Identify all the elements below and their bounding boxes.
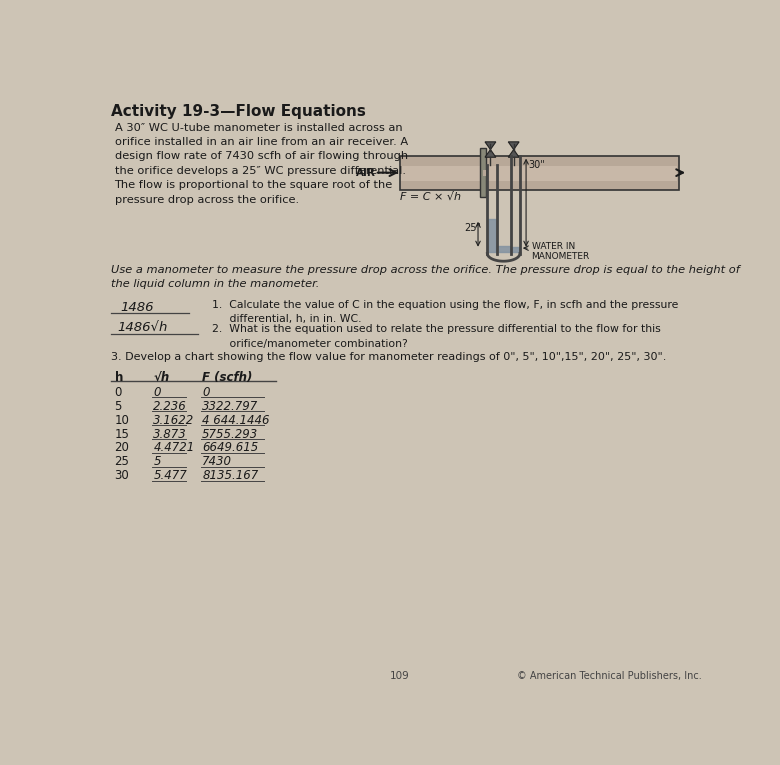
Text: 1486: 1486 <box>121 301 154 314</box>
Text: 0: 0 <box>154 386 161 399</box>
Text: h: h <box>115 370 123 383</box>
Bar <box>401 166 677 181</box>
Text: F = C × √h: F = C × √h <box>399 192 461 202</box>
Text: 30: 30 <box>115 469 129 482</box>
Polygon shape <box>485 149 496 158</box>
Text: 25": 25" <box>464 223 481 233</box>
Text: Activity 19-3—Flow Equations: Activity 19-3—Flow Equations <box>112 104 367 119</box>
Text: 0: 0 <box>202 386 210 399</box>
Text: 7430: 7430 <box>202 455 232 468</box>
Bar <box>484 170 486 176</box>
Text: 4.4721: 4.4721 <box>154 441 194 454</box>
Polygon shape <box>509 142 519 149</box>
Polygon shape <box>485 142 496 149</box>
Text: 25: 25 <box>115 455 129 468</box>
Text: 0: 0 <box>115 386 122 399</box>
Text: 10: 10 <box>115 414 129 427</box>
Text: 3.1622: 3.1622 <box>154 414 194 427</box>
Text: 30": 30" <box>528 160 545 170</box>
Text: 2.236: 2.236 <box>154 400 187 413</box>
Text: F (scfh): F (scfh) <box>202 370 253 383</box>
Text: 5: 5 <box>115 400 122 413</box>
Text: 15: 15 <box>115 428 129 441</box>
Text: √h: √h <box>154 370 169 383</box>
Text: 3.873: 3.873 <box>154 428 187 441</box>
Text: 4 644.1446: 4 644.1446 <box>202 414 270 427</box>
Text: AIR: AIR <box>356 168 376 178</box>
Text: 8135.167: 8135.167 <box>202 469 258 482</box>
Text: WATER IN
MANOMETER: WATER IN MANOMETER <box>531 242 590 262</box>
Text: 5755.293: 5755.293 <box>202 428 258 441</box>
Polygon shape <box>509 149 519 158</box>
Text: 1486√h: 1486√h <box>117 321 167 334</box>
Text: 6649.615: 6649.615 <box>202 441 258 454</box>
Text: 2.  What is the equation used to relate the pressure differential to the flow fo: 2. What is the equation used to relate t… <box>212 324 661 349</box>
Text: 3322.797: 3322.797 <box>202 400 258 413</box>
Text: © American Technical Publishers, Inc.: © American Technical Publishers, Inc. <box>516 671 701 681</box>
Bar <box>399 156 679 190</box>
Text: 5.477: 5.477 <box>154 469 187 482</box>
Text: 1.  Calculate the value of C in the equation using the flow, F, in scfh and the : 1. Calculate the value of C in the equat… <box>212 300 679 324</box>
Text: Use a manometer to measure the pressure drop across the orifice. The pressure dr: Use a manometer to measure the pressure … <box>112 265 740 289</box>
Text: A 30″ WC U-tube manometer is installed across an
orifice installed in an air lin: A 30″ WC U-tube manometer is installed a… <box>115 122 408 204</box>
Bar <box>480 148 486 197</box>
Text: 3. Develop a chart showing the flow value for manometer readings of 0", 5", 10",: 3. Develop a chart showing the flow valu… <box>112 352 667 362</box>
Text: 20: 20 <box>115 441 129 454</box>
Text: 5: 5 <box>154 455 161 468</box>
Text: 109: 109 <box>390 671 410 681</box>
